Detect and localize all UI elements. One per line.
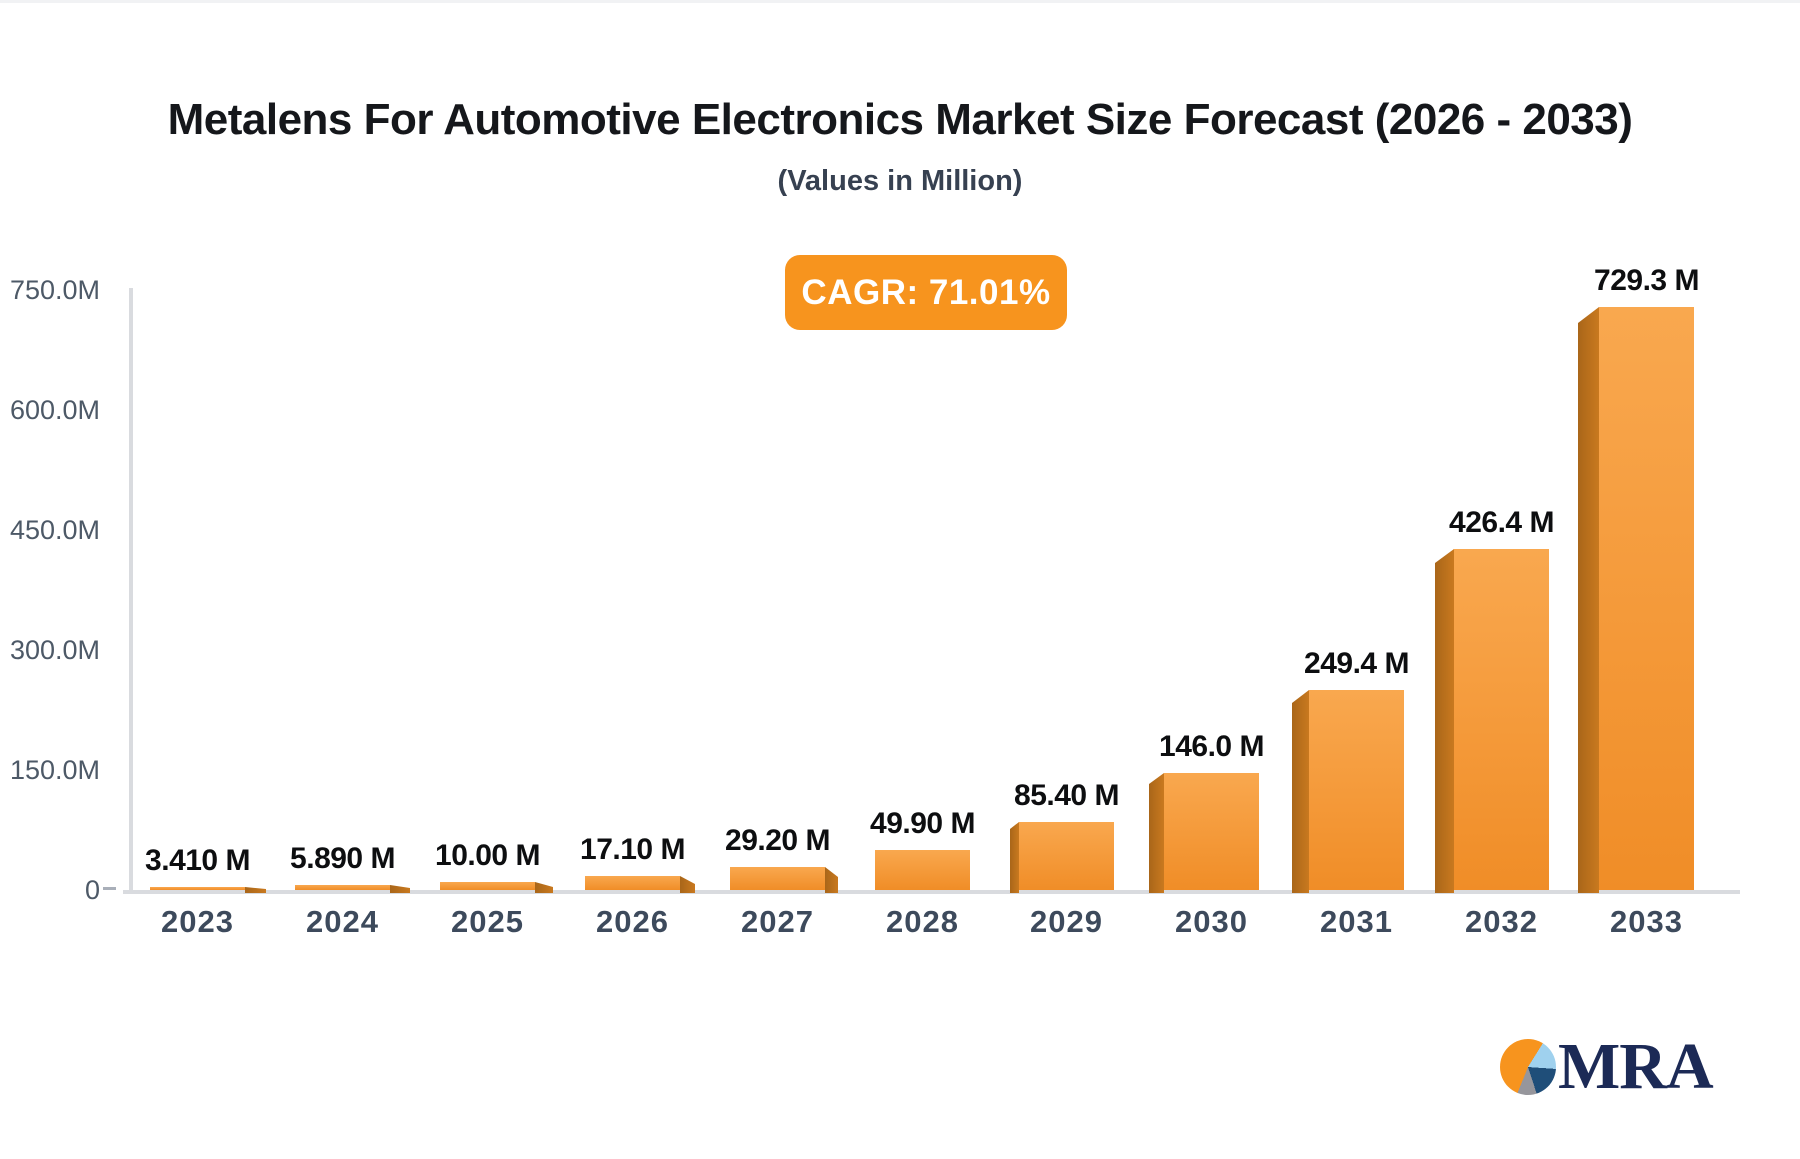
bar-side-face — [1435, 549, 1454, 893]
bar-side-face — [1578, 307, 1599, 893]
y-axis-line — [129, 288, 133, 894]
bar-value-label: 5.890 M — [290, 842, 395, 875]
cagr-badge-label: CAGR: 71.01% — [801, 272, 1051, 312]
bar — [1454, 549, 1549, 890]
bar-value-label: 3.410 M — [145, 844, 250, 877]
bar-value-label: 146.0 M — [1159, 730, 1264, 763]
bar — [1309, 690, 1404, 890]
x-axis-label: 2031 — [1320, 904, 1393, 939]
bar-side-face — [1149, 773, 1164, 893]
bar-value-label: 249.4 M — [1304, 647, 1409, 680]
bar — [1599, 307, 1694, 890]
chart-subtitle: (Values in Million) — [777, 165, 1023, 197]
brand-logo: MRA — [1500, 1030, 1714, 1103]
chart-title: Metalens For Automotive Electronics Mark… — [167, 95, 1633, 144]
bar — [1019, 822, 1114, 890]
cagr-badge: CAGR: 71.01% — [785, 255, 1067, 330]
bar — [730, 867, 825, 890]
bar — [150, 887, 245, 890]
bar — [585, 876, 680, 890]
bar-value-label: 10.00 M — [435, 839, 540, 872]
x-axis-label: 2030 — [1175, 904, 1248, 939]
bar-side-face — [245, 887, 266, 893]
y-axis-tick-label: 600.0M — [9, 395, 100, 425]
x-axis-label: 2028 — [886, 904, 959, 939]
x-axis-label: 2026 — [596, 904, 669, 939]
y-axis-tick-label: 450.0M — [9, 515, 100, 545]
y-axis-tick-label: 300.0M — [9, 635, 100, 665]
bar-side-face — [1292, 690, 1309, 893]
x-axis-label: 2027 — [741, 904, 814, 939]
bar — [875, 850, 970, 890]
bar-value-label: 729.3 M — [1594, 264, 1699, 297]
x-axis-label: 2023 — [161, 904, 234, 939]
bar-side-face — [1010, 822, 1019, 893]
x-axis-label: 2032 — [1465, 904, 1538, 939]
bar-value-label: 426.4 M — [1449, 506, 1554, 539]
bar-side-face — [390, 885, 410, 893]
bar-side-face — [535, 882, 553, 893]
x-axis-label: 2025 — [451, 904, 524, 939]
bar-value-label: 49.90 M — [870, 807, 975, 840]
x-axis-label: 2024 — [306, 904, 379, 939]
pie-chart-logo-icon — [1500, 1039, 1556, 1095]
x-axis-label: 2029 — [1030, 904, 1103, 939]
bar — [1164, 773, 1259, 890]
bar — [295, 885, 390, 890]
bar-value-label: 17.10 M — [580, 833, 685, 866]
bar-side-face — [825, 867, 838, 893]
zero-tick-mark — [103, 887, 116, 890]
bar-side-face — [680, 876, 695, 893]
x-axis-baseline — [123, 890, 1740, 894]
bar — [440, 882, 535, 890]
y-axis-tick-label: 750.0M — [9, 275, 100, 305]
bar-value-label: 29.20 M — [725, 824, 830, 857]
logo-text: MRA — [1558, 1030, 1714, 1103]
y-axis-tick-label: 0 — [84, 875, 100, 905]
x-axis-label: 2033 — [1610, 904, 1683, 939]
y-axis-tick-label: 150.0M — [9, 755, 100, 785]
bar-value-label: 85.40 M — [1014, 779, 1119, 812]
